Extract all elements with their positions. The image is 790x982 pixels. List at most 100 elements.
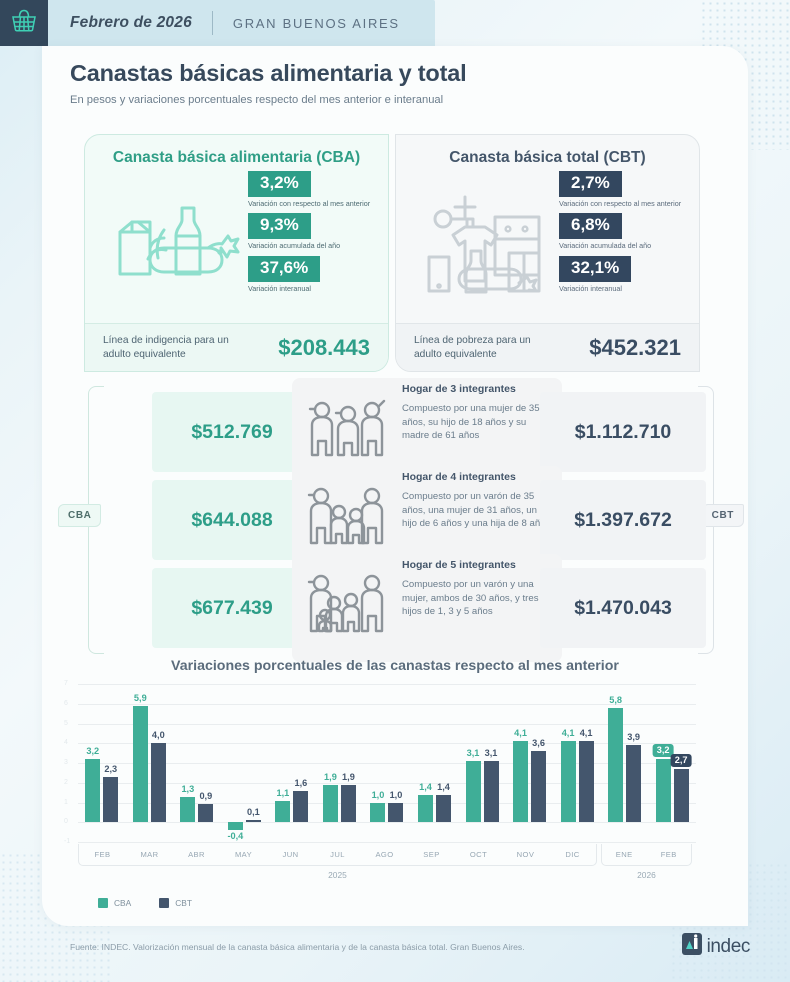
- x-axis-tick: MAR: [140, 850, 159, 859]
- header-bar: Febrero de 2026 GRAN BUENOS AIRES: [48, 0, 435, 46]
- x-axis-year-label: 2026: [637, 870, 656, 880]
- legend-label-cba: CBA: [114, 898, 132, 908]
- chart-bar-cba[interactable]: [608, 707, 624, 823]
- stat-value: 9,3%: [248, 213, 311, 240]
- chart-bar-holder: 1,0: [370, 684, 386, 842]
- panel-cba-title: Canasta básica alimentaria (CBA): [112, 149, 361, 166]
- x-axis-tick: FEB: [660, 850, 677, 859]
- chart-bar-holder: 4,1: [578, 684, 594, 842]
- chart-bar-label: 1,1: [276, 787, 290, 798]
- chart-bar-cba[interactable]: [227, 822, 243, 831]
- header-date: Febrero de 2026: [70, 14, 192, 31]
- stat-caption: Variación interanual: [248, 283, 311, 293]
- chart-bar-cba[interactable]: [370, 802, 386, 823]
- stat-item: 32,1% Variación interanual: [559, 255, 687, 293]
- panel-cbt: Canasta básica total (CBT): [395, 134, 700, 372]
- chart-bar-cba[interactable]: [180, 796, 196, 823]
- household-cbt-amount: $1.397.672: [540, 480, 706, 560]
- chart-bar-holder: 1,4: [435, 684, 451, 842]
- chart-bar-label: 1,4: [437, 781, 450, 792]
- chart-bar-label: 5,8: [609, 694, 622, 705]
- gridline: [78, 723, 696, 725]
- indec-logo: indec: [681, 933, 750, 960]
- chart-bar-cbt[interactable]: [578, 741, 594, 823]
- groceries-icon: [99, 173, 249, 313]
- chart-bar-cba[interactable]: [85, 759, 101, 823]
- chart-bar-label: 1,4: [419, 781, 432, 792]
- household-description: Compuesto por un varón de 35 años, una m…: [402, 491, 551, 530]
- chart-bar-cbt[interactable]: [150, 743, 166, 823]
- chart-bar-cbt[interactable]: [245, 820, 261, 823]
- chart-bar-cba[interactable]: [655, 759, 671, 823]
- chart-bar-holder: 3,2: [652, 684, 674, 842]
- chart-bar-cbt[interactable]: [293, 790, 309, 823]
- chart-bar-cba[interactable]: [513, 741, 529, 823]
- x-axis-tick: JUN: [282, 850, 299, 859]
- footer: Fuente: INDEC. Valorización mensual de l…: [70, 933, 750, 960]
- chart-bar-label: 5,9: [133, 692, 147, 703]
- chart-bar-label: 1,9: [342, 771, 355, 782]
- chart-bar-holder: 2,7: [670, 684, 692, 842]
- chart-bar-holder: 5,9: [132, 684, 148, 842]
- chart-bar-cba[interactable]: [417, 794, 433, 823]
- stat-item: 37,6% Variación interanual: [248, 255, 376, 293]
- x-axis-tick: OCT: [469, 850, 488, 859]
- header-divider: [211, 11, 213, 35]
- chart-bar-cbt[interactable]: [198, 804, 214, 823]
- bracket-tag-cba: CBA: [58, 504, 102, 527]
- chart-bars: 3,2 2,3 5,9 4,0 1,3 0,9 -0,4 0,1 1,1 1,6 1,9 1,9 1,0…: [78, 684, 696, 842]
- chart-bar-holder: 3,6: [531, 684, 547, 842]
- chart-bar-label: 2,7: [670, 753, 692, 767]
- x-axis-year-label: 2025: [328, 870, 347, 880]
- chart-bar-pair: 1,9 1,9: [316, 684, 364, 842]
- y-axis-tick: 1: [64, 798, 68, 806]
- chart-bar-cbt[interactable]: [626, 745, 642, 823]
- chart-bar-cbt[interactable]: [388, 802, 404, 823]
- chart-bar-cbt[interactable]: [531, 751, 547, 823]
- chart-bar-holder: 4,1: [513, 684, 529, 842]
- chart-bar-cba[interactable]: [132, 705, 148, 823]
- households-section: CBA CBT $512.769: [58, 378, 744, 662]
- chart-bar-holder: 3,9: [626, 684, 642, 842]
- stat-value: 2,7%: [559, 171, 622, 197]
- chart-x-axis: FEB MAR ABR MAY JUN JUL AGO SEP OCT NOV DIC 2025 ENE…: [78, 844, 696, 880]
- chart-bar-cba[interactable]: [275, 800, 291, 823]
- chart-bar-pair: 1,0 1,0: [363, 684, 411, 842]
- household-description: Compuesto por una mujer de 35 años, su h…: [402, 403, 540, 442]
- stat-item: 3,2% Variación con respecto al mes anter…: [248, 171, 376, 208]
- chart-bar-pair: 1,4 1,4: [411, 684, 459, 842]
- gridline: [78, 802, 696, 804]
- chart-group: 1,1 1,6: [268, 684, 316, 842]
- chart-bar-pair: 1,1 1,6: [268, 684, 316, 842]
- panel-cbt-body: 2,7% Variación con respecto al mes anter…: [396, 167, 699, 319]
- chart-bar-pair: 3,1 3,1: [458, 684, 506, 842]
- panel-cbt-title: Canasta básica total (CBT): [449, 149, 646, 166]
- chart-bar-holder: 1,0: [388, 684, 404, 842]
- household-row: $677.439: [110, 554, 706, 662]
- household-title: Hogar de 5 integrantes: [402, 559, 516, 571]
- chart-bar-cba[interactable]: [560, 741, 576, 823]
- chart-bar-cbt[interactable]: [340, 784, 356, 823]
- chart-group: 4,1 3,6: [506, 684, 554, 842]
- panel-cba-foot-value: $208.443: [278, 334, 370, 360]
- y-axis-tick: 7: [64, 680, 68, 687]
- chart-bar-label: 3,6: [532, 738, 545, 749]
- household-cba-amount: $644.088: [152, 480, 312, 560]
- stat-caption: Variación con respecto al mes anterior: [248, 198, 371, 208]
- chart-bar-cbt[interactable]: [673, 768, 689, 823]
- chart-bar-cba[interactable]: [465, 761, 481, 823]
- source-note: Fuente: INDEC. Valorización mensual de l…: [70, 941, 525, 952]
- chart-bar-cbt[interactable]: [483, 761, 499, 823]
- chart-bar-label: 4,1: [579, 728, 593, 739]
- panel-cba: Canasta básica alimentaria (CBA): [84, 134, 389, 372]
- chart-bar-cbt[interactable]: [435, 794, 451, 823]
- bracket-tag-cbt: CBT: [701, 504, 744, 527]
- chart-bar-cba[interactable]: [322, 784, 338, 823]
- chart-bar-label: 1,9: [324, 771, 337, 782]
- chart-bar-label: 1,3: [181, 783, 195, 794]
- chart-bar-holder: 0,9: [198, 684, 214, 842]
- x-axis-group-2025: FEB MAR ABR MAY JUN JUL AGO SEP OCT NOV DIC: [78, 844, 597, 866]
- legend-swatch-cbt: [159, 898, 170, 908]
- chart-bar-cbt[interactable]: [103, 776, 119, 823]
- x-axis-tick: ABR: [188, 850, 205, 859]
